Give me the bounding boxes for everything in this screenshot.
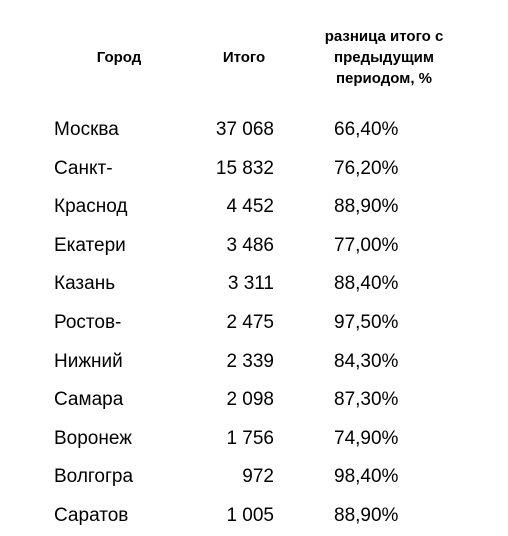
col-header-total: Итого (184, 41, 304, 74)
table-row: Саратов1 00588,90% (44, 497, 464, 536)
cell-diff: 74,90% (304, 420, 464, 459)
cell-city: Краснод (44, 188, 184, 227)
table-row: Волгогра97298,40% (44, 458, 464, 497)
cell-total: 1 756 (184, 420, 304, 459)
table-row: Нижний2 33984,30% (44, 343, 464, 382)
table-header-row: Город Итого разница итого с предыдущим п… (44, 20, 464, 95)
cell-total: 1 005 (184, 497, 304, 536)
col-header-diff: разница итого с предыдущим периодом, % (304, 20, 464, 95)
cell-city: Санкт- (44, 150, 184, 189)
cell-city: Воронеж (44, 420, 184, 459)
table-row: Воронеж1 75674,90% (44, 420, 464, 459)
table-row: Екатери3 48677,00% (44, 227, 464, 266)
cell-diff: 76,20% (304, 150, 464, 189)
table-row: Ростов-2 47597,50% (44, 304, 464, 343)
cell-total: 3 311 (184, 265, 304, 304)
cell-total: 972 (184, 458, 304, 497)
cell-city: Саратов (44, 497, 184, 536)
cell-total: 3 486 (184, 227, 304, 266)
table-row: Санкт-15 83276,20% (44, 150, 464, 189)
table-row: Казань3 31188,40% (44, 265, 464, 304)
cell-city: Ростов- (44, 304, 184, 343)
cell-city: Екатери (44, 227, 184, 266)
cell-city: Самара (44, 381, 184, 420)
table-row: Москва37 06866,40% (44, 111, 464, 150)
cell-total: 2 475 (184, 304, 304, 343)
cell-city: Казань (44, 265, 184, 304)
cell-diff: 66,40% (304, 111, 464, 150)
cell-city: Волгогра (44, 458, 184, 497)
col-header-city: Город (44, 41, 184, 74)
data-table: Город Итого разница итого с предыдущим п… (44, 20, 464, 536)
cell-total: 2 098 (184, 381, 304, 420)
cell-diff: 88,90% (304, 497, 464, 536)
cell-diff: 98,40% (304, 458, 464, 497)
cell-city: Нижний (44, 343, 184, 382)
cell-diff: 84,30% (304, 343, 464, 382)
cell-diff: 88,90% (304, 188, 464, 227)
cell-diff: 77,00% (304, 227, 464, 266)
cell-total: 37 068 (184, 111, 304, 150)
cell-diff: 97,50% (304, 304, 464, 343)
cell-total: 4 452 (184, 188, 304, 227)
table-row: Краснод4 45288,90% (44, 188, 464, 227)
table-row: Самара2 09887,30% (44, 381, 464, 420)
cell-diff: 88,40% (304, 265, 464, 304)
cell-diff: 87,30% (304, 381, 464, 420)
cell-total: 2 339 (184, 343, 304, 382)
table-body: Москва37 06866,40%Санкт-15 83276,20%Крас… (44, 111, 464, 536)
cell-total: 15 832 (184, 150, 304, 189)
cell-city: Москва (44, 111, 184, 150)
